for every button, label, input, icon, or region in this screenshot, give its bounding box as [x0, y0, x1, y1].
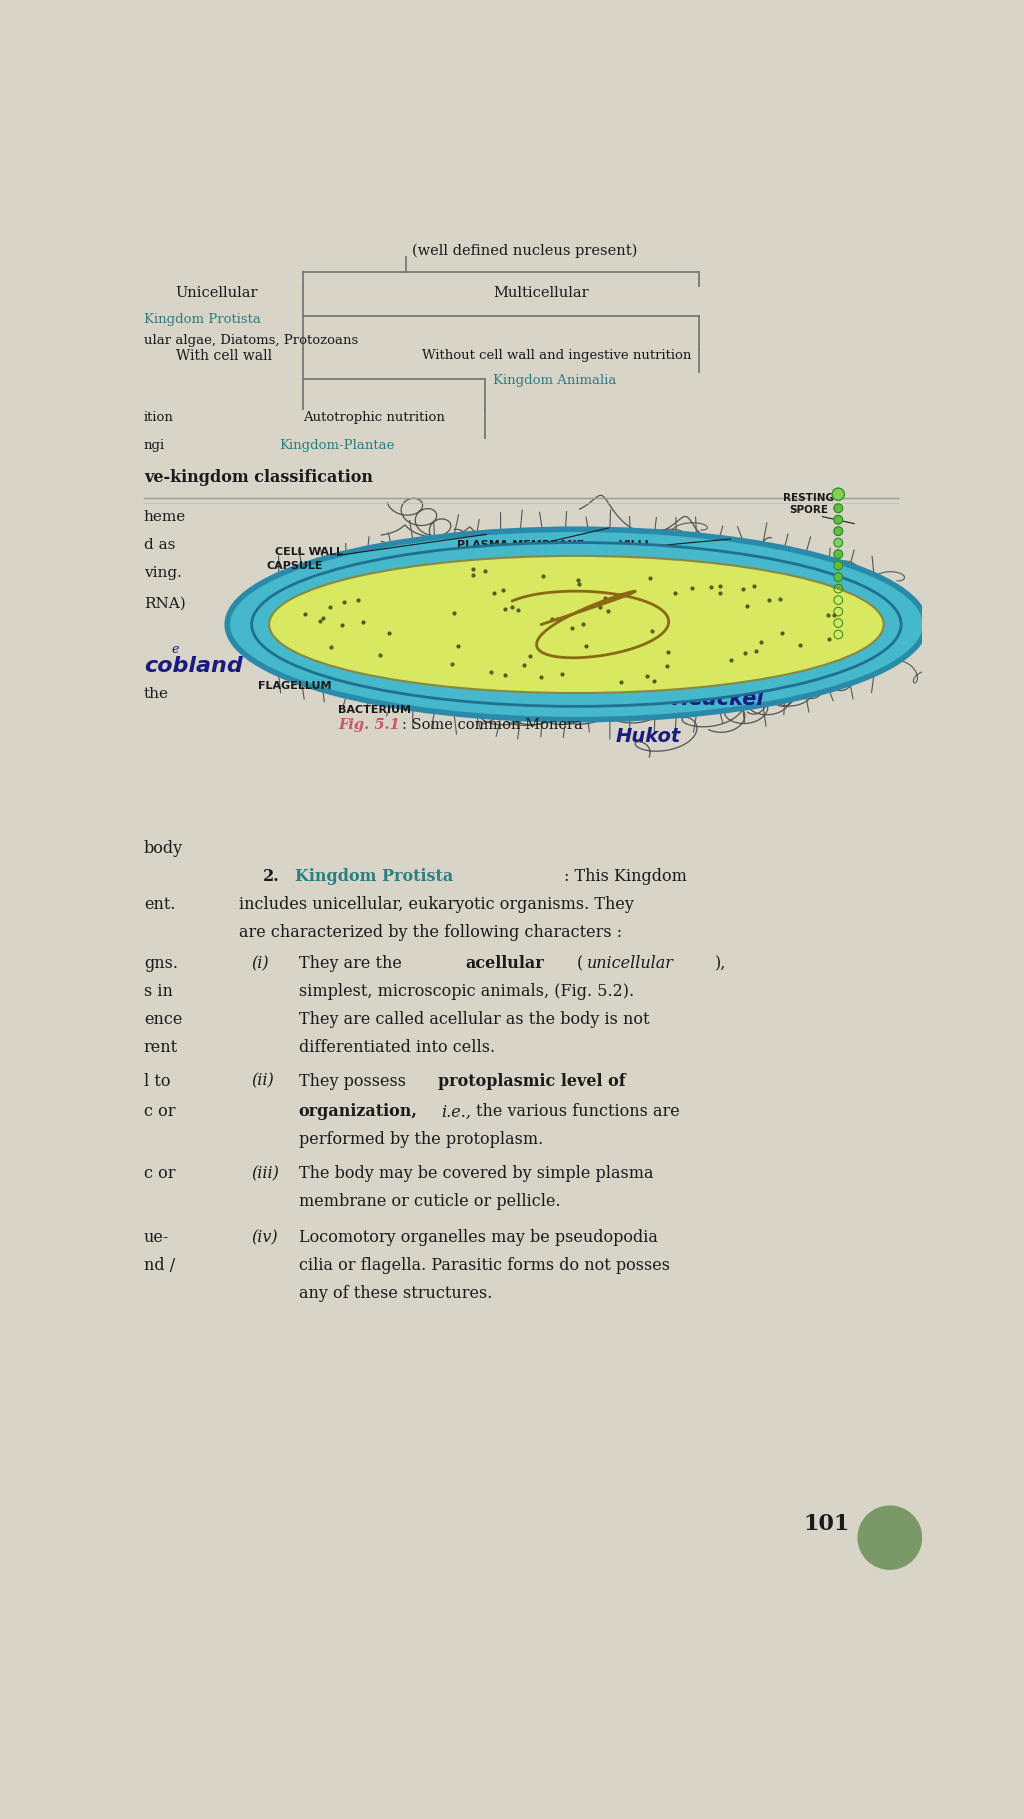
Text: With cell wall: With cell wall — [176, 349, 271, 362]
Text: i.e.,: i.e., — [441, 1104, 471, 1121]
Text: membrane or cuticle or pellicle.: membrane or cuticle or pellicle. — [299, 1193, 560, 1210]
Text: Fig. 5.1: Fig. 5.1 — [338, 719, 400, 733]
Text: ence: ence — [143, 1011, 182, 1028]
Text: are characterized by the following characters :: are characterized by the following chara… — [240, 924, 623, 940]
Text: ular algae, Diatoms, Protozoans: ular algae, Diatoms, Protozoans — [143, 333, 358, 347]
Text: PLASMA MEMBRANE: PLASMA MEMBRANE — [458, 540, 585, 549]
Circle shape — [834, 597, 843, 604]
Text: CELL WALL: CELL WALL — [274, 548, 343, 557]
Text: ve-kingdom classification: ve-kingdom classification — [143, 469, 373, 486]
Circle shape — [834, 562, 843, 569]
Text: cobland: cobland — [143, 657, 243, 677]
Text: Kingdom Animalia: Kingdom Animalia — [494, 375, 616, 387]
Circle shape — [833, 487, 845, 500]
Circle shape — [834, 515, 843, 524]
Text: Without cell wall and ingestive nutrition: Without cell wall and ingestive nutritio… — [422, 349, 691, 362]
Text: (iii): (iii) — [251, 1164, 279, 1182]
Text: ue-: ue- — [143, 1230, 169, 1246]
Text: ANABAENA: ANABAENA — [681, 680, 750, 691]
Circle shape — [834, 608, 843, 617]
Text: ent.: ent. — [143, 897, 175, 913]
Text: They are called acellular as the body is not: They are called acellular as the body is… — [299, 1011, 649, 1028]
Circle shape — [834, 528, 843, 535]
Text: Unicellular: Unicellular — [176, 286, 258, 300]
Text: They possess: They possess — [299, 1073, 411, 1090]
Text: .: . — [236, 657, 242, 677]
Text: (iv): (iv) — [251, 1230, 278, 1246]
Text: differentiated into cells.: differentiated into cells. — [299, 1039, 495, 1057]
Text: (: ( — [577, 955, 583, 971]
Text: any of these structures.: any of these structures. — [299, 1286, 492, 1302]
Text: The body may be covered by simple plasma: The body may be covered by simple plasma — [299, 1164, 653, 1182]
Text: BACTERIUM: BACTERIUM — [338, 706, 411, 715]
Circle shape — [834, 538, 843, 548]
Text: ition: ition — [143, 411, 174, 424]
Text: d as: d as — [143, 538, 175, 551]
Text: the: the — [143, 688, 169, 702]
Text: DNA: DNA — [396, 680, 423, 691]
Text: (ii): (ii) — [251, 1073, 273, 1090]
Text: ngi: ngi — [143, 438, 165, 451]
Text: body: body — [143, 840, 183, 857]
Text: includes unicellular, eukaryotic organisms. They: includes unicellular, eukaryotic organis… — [240, 897, 634, 913]
Ellipse shape — [227, 529, 926, 720]
Text: e: e — [172, 644, 179, 657]
Text: c or: c or — [143, 1104, 175, 1121]
Text: (i): (i) — [251, 955, 268, 971]
Text: protoplasmic level of: protoplasmic level of — [437, 1073, 625, 1090]
Circle shape — [834, 584, 843, 593]
Text: : Some common Monera: : Some common Monera — [401, 719, 583, 733]
Text: Kingdom Protista: Kingdom Protista — [143, 313, 261, 326]
Text: cilia or flagella. Parasitic forms do not posses: cilia or flagella. Parasitic forms do no… — [299, 1257, 670, 1275]
Text: nd /: nd / — [143, 1257, 175, 1275]
Text: Heackel: Heackel — [672, 689, 764, 709]
Text: Kingdom Protista: Kingdom Protista — [295, 868, 453, 886]
Circle shape — [834, 504, 843, 513]
Text: FLAGELLUM: FLAGELLUM — [258, 680, 332, 691]
Circle shape — [834, 629, 843, 638]
Text: l to: l to — [143, 1073, 170, 1090]
Ellipse shape — [252, 542, 901, 706]
Text: the various functions are: the various functions are — [475, 1104, 679, 1121]
Ellipse shape — [269, 557, 884, 693]
Text: Hukot: Hukot — [616, 728, 681, 746]
Text: Multicellular: Multicellular — [494, 286, 589, 300]
Text: : This Kingdom: : This Kingdom — [564, 868, 687, 886]
Text: s in: s in — [143, 982, 173, 1000]
Text: organization,: organization, — [299, 1104, 418, 1121]
Circle shape — [834, 549, 843, 558]
Text: ving.: ving. — [143, 566, 181, 580]
Circle shape — [858, 1506, 922, 1570]
Text: c or: c or — [143, 1164, 175, 1182]
Text: They are the: They are the — [299, 955, 407, 971]
Text: (well defined nucleus present): (well defined nucleus present) — [412, 244, 638, 258]
Text: Locomotory organelles may be pseudopodia: Locomotory organelles may be pseudopodia — [299, 1230, 657, 1246]
Text: 101: 101 — [803, 1513, 850, 1535]
Text: Autotrophic nutrition: Autotrophic nutrition — [303, 411, 444, 424]
Text: SPORE: SPORE — [790, 504, 828, 515]
Circle shape — [834, 618, 843, 628]
Text: performed by the protoplasm.: performed by the protoplasm. — [299, 1131, 543, 1148]
Text: RESTING: RESTING — [783, 493, 835, 504]
Text: simplest, microscopic animals, (Fig. 5.2).: simplest, microscopic animals, (Fig. 5.2… — [299, 982, 634, 1000]
Circle shape — [834, 573, 843, 582]
Text: heme: heme — [143, 509, 186, 524]
Text: ),: ), — [715, 955, 727, 971]
Text: gns.: gns. — [143, 955, 178, 971]
Text: Kingdom-Plantae: Kingdom-Plantae — [279, 438, 394, 451]
Text: acellular: acellular — [465, 955, 544, 971]
Text: RNA): RNA) — [143, 597, 185, 611]
Text: RIBOSOMES: RIBOSOMES — [567, 680, 641, 691]
Text: NUCLEOID: NUCLEOID — [477, 693, 541, 702]
Text: VILLI: VILLI — [618, 540, 649, 549]
Text: unicellular: unicellular — [587, 955, 674, 971]
Text: CAPSULE: CAPSULE — [267, 560, 324, 571]
Text: 2.: 2. — [263, 868, 280, 886]
Text: rent: rent — [143, 1039, 178, 1057]
